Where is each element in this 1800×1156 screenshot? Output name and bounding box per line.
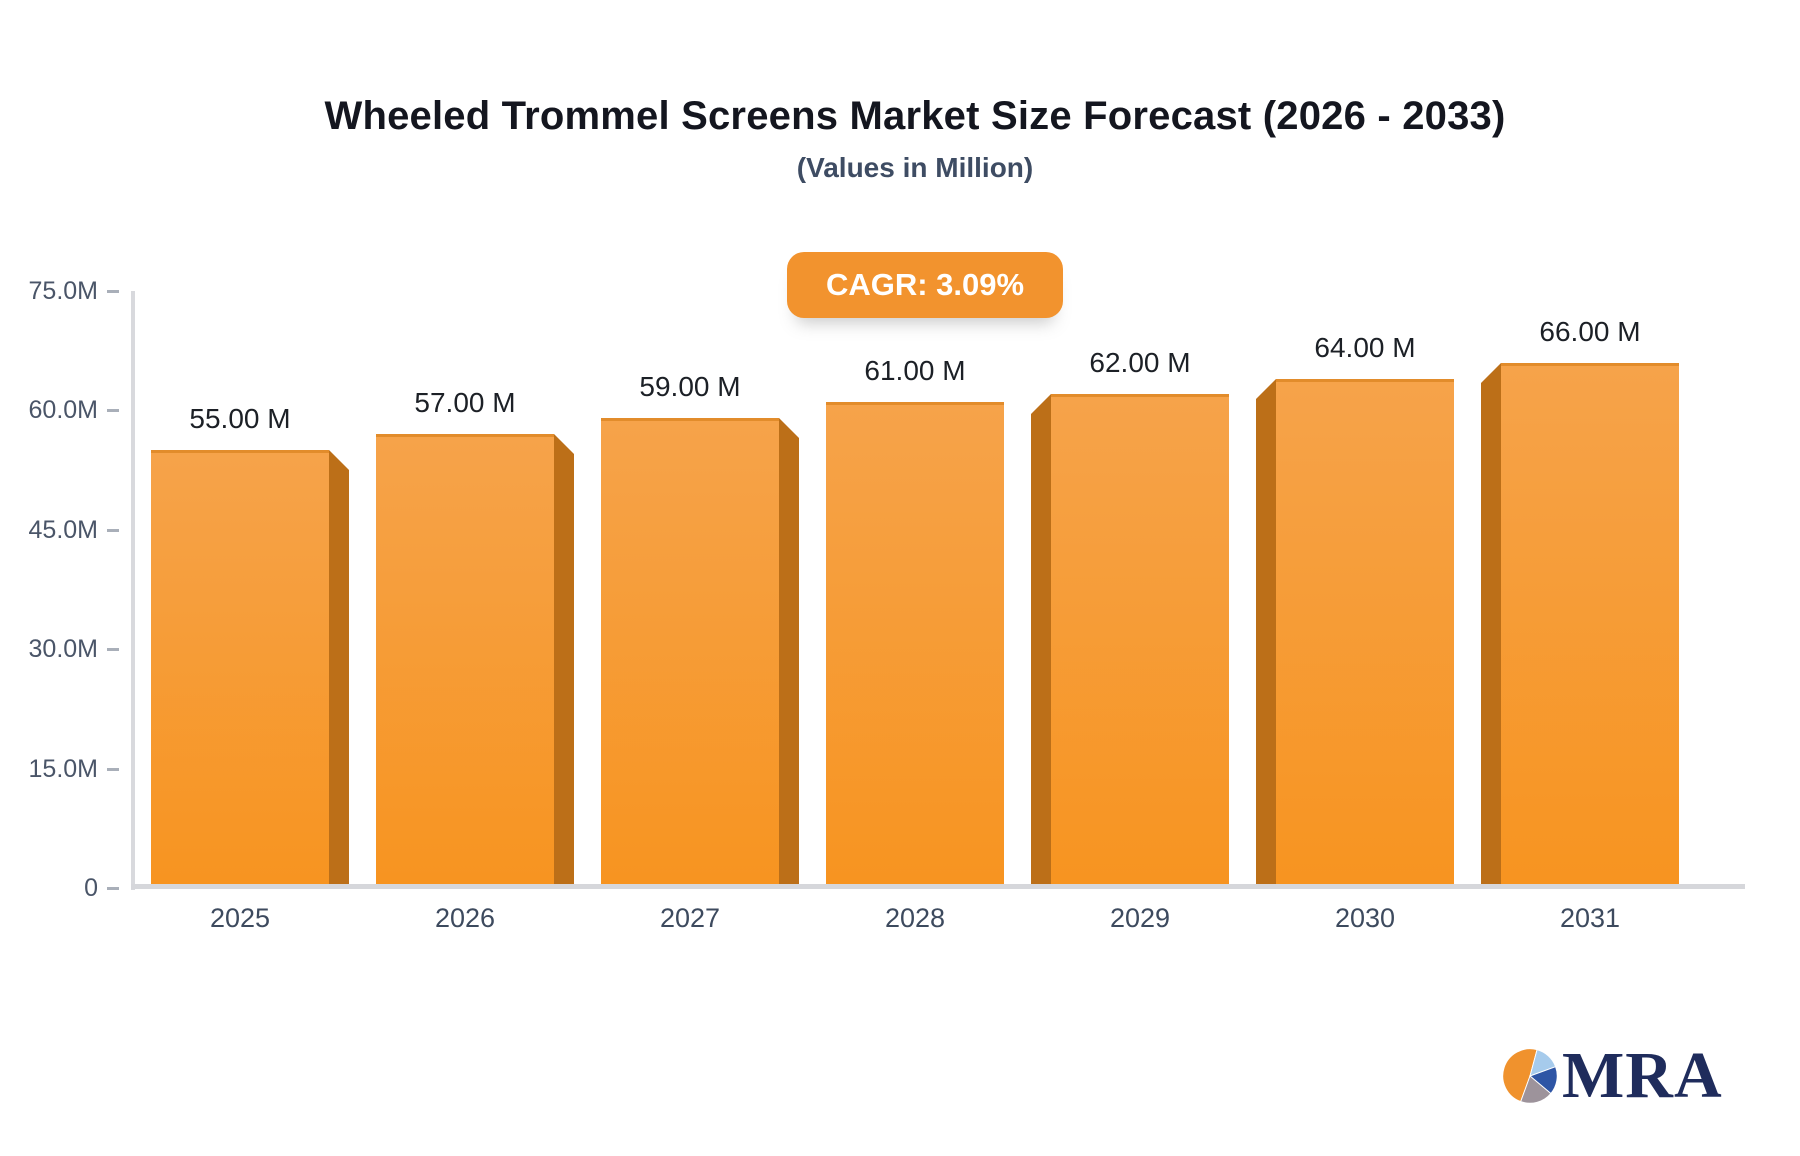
y-axis-tick-label: 60.0M: [28, 396, 98, 425]
bar-2025: [151, 450, 329, 888]
bar-value-label: 61.00 M: [864, 355, 966, 386]
bar-2026: [376, 434, 554, 888]
pie-slice-orange: [1502, 1048, 1538, 1103]
bar-2027: [601, 418, 779, 888]
bar-value-label: 55.00 M: [189, 403, 291, 434]
y-axis-tick-label: 75.0M: [28, 277, 98, 305]
chart-subtitle: (Values in Million): [796, 152, 1034, 183]
bar-value-label: 64.00 M: [1314, 332, 1416, 363]
x-axis-label-2028: 2028: [884, 903, 946, 933]
pie-chart-logo-icon: [1502, 1048, 1558, 1104]
bar-2030: [1276, 379, 1454, 888]
bar-value-label: 59.00 M: [639, 371, 741, 402]
x-axis-label-2026: 2026: [434, 903, 496, 933]
y-axis-tick-mark: [107, 409, 119, 413]
bar-side-2026: [554, 434, 574, 888]
bar-2029: [1051, 394, 1229, 888]
brand-logo-text: MRA: [1562, 1039, 1723, 1112]
cagr-badge: CAGR: 3.09%: [787, 252, 1063, 318]
bar-side-2029: [1031, 394, 1051, 888]
y-axis-tick-label: 30.0M: [28, 635, 98, 664]
chart-title: Wheeled Trommel Screens Market Size Fore…: [324, 94, 1506, 138]
x-axis-label-2025: 2025: [209, 903, 271, 933]
bar-value-label: 66.00 M: [1539, 316, 1641, 347]
pie-slice-gray: [1520, 1075, 1552, 1104]
bar-2028: [826, 402, 1004, 888]
y-axis-tick-mark: [107, 887, 119, 890]
bar-2031: [1501, 363, 1679, 888]
bar-value-label: 57.00 M: [414, 387, 516, 418]
y-axis-tick-mark: [107, 767, 119, 771]
y-axis-tick-mark: [107, 290, 119, 293]
bar-side-2027: [779, 418, 799, 888]
y-axis-tick-label: 15.0M: [28, 754, 98, 783]
x-axis-baseline: [131, 884, 1745, 889]
bar-side-2030: [1256, 379, 1276, 888]
brand-logo: MRA: [1502, 1038, 1723, 1114]
bar-side-2031: [1481, 363, 1501, 888]
x-axis-label-2027: 2027: [659, 903, 721, 933]
y-axis-tick-label: 0: [84, 874, 98, 902]
x-axis-label-2031: 2031: [1559, 903, 1621, 933]
y-axis-tick-label: 45.0M: [28, 515, 98, 544]
y-axis-tick-mark: [107, 528, 119, 532]
bar-side-2025: [329, 450, 349, 888]
x-axis-label-2030: 2030: [1334, 903, 1396, 933]
y-axis-line: [131, 291, 135, 890]
x-axis-label-2029: 2029: [1109, 903, 1171, 933]
bar-value-label: 62.00 M: [1089, 347, 1191, 378]
y-axis-tick-mark: [107, 648, 119, 652]
